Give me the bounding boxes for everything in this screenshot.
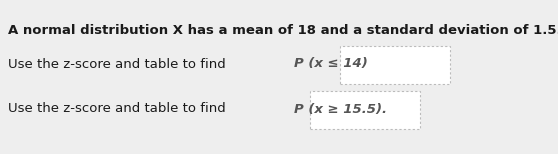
FancyBboxPatch shape [340, 46, 450, 84]
Text: Use the z-score and table to find: Use the z-score and table to find [8, 103, 230, 116]
Text: P (x ≤ 14): P (x ≤ 14) [295, 57, 368, 71]
Text: A normal distribution X has a mean of 18 and a standard deviation of 1.5.: A normal distribution X has a mean of 18… [8, 24, 558, 37]
Text: Use the z-score and table to find: Use the z-score and table to find [8, 57, 230, 71]
Text: P (x ≥ 15.5).: P (x ≥ 15.5). [295, 103, 387, 116]
FancyBboxPatch shape [310, 91, 420, 129]
